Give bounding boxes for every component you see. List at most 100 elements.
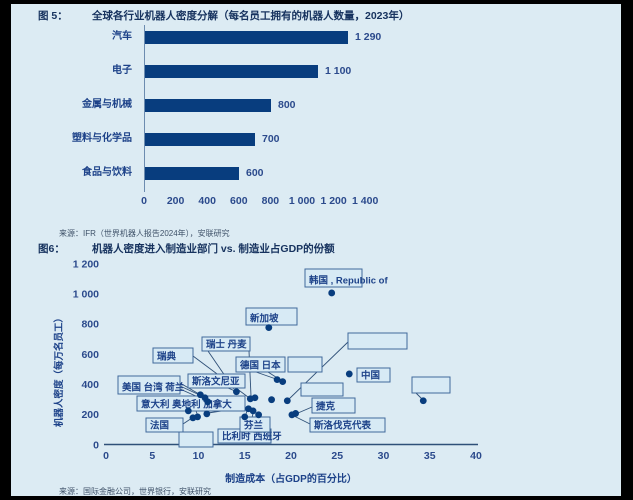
letterbox-left [0,0,11,500]
bar-category-label: 金属与机械 [82,99,132,110]
scatter-point [204,398,212,406]
country-label-box [145,417,184,433]
bar [145,167,239,180]
country-label-box [117,375,181,395]
scatter-point [273,376,281,384]
figure6-y-tick-label: 200 [81,409,99,421]
bar-value-label: 800 [278,99,296,111]
figure6-x-tick-label: 20 [285,450,297,462]
figure5-heading: 图 5： 全球各行业机器人密度分解（每名员工拥有的机器人数量，2023年） [38,8,409,23]
scatter-point [283,397,291,405]
figure5-x-tick-label: 0 [141,195,147,207]
bar-category-label: 塑料与化学品 [72,133,132,144]
country-label: 比利时 西班牙 [222,431,282,443]
country-label-box [411,376,451,394]
figure5-number-label: 图 5： [38,10,68,22]
bar [145,65,318,78]
leader-line [415,392,423,400]
figure5-x-tick-label: 1 000 [288,195,316,207]
figure5-x-tick-label: 200 [166,195,185,207]
country-label: 中国 [361,370,380,382]
letterbox-top [0,0,633,4]
figure6-number-label: 图6： [38,243,65,255]
bar-category-label: 汽车 [112,31,132,42]
country-label: 韩国 , Republic of [309,275,388,287]
scatter-point [268,396,275,404]
country-label: 捷克 [316,401,336,413]
figure6-title-text: 机器人密度进入制造业部门 vs. 制造业占GDP的份额 [92,243,335,255]
country-label: 斯洛伐克代表 [314,420,372,432]
country-label: 芬兰 [243,420,264,432]
figure6-x-tick-label: 25 [331,450,343,462]
country-label-box [201,336,251,352]
bar-value-label: 600 [246,167,264,179]
figure5-axis-line [144,25,145,192]
country-label: 斯洛文尼亚 [192,376,240,388]
figure6-y-tick-label: 1 200 [73,258,99,270]
bar-value-label: 1 100 [325,65,352,77]
scatter-point [345,370,353,378]
bar [145,99,271,112]
figure6-y-tick-label: 600 [81,349,99,361]
bar [145,133,255,146]
figure5-x-tick-label: 800 [261,195,280,207]
bar-value-label: 1 290 [355,31,382,43]
country-label-box [311,397,356,414]
scatter-point [265,324,273,332]
figure6-source: 来源：国际金融公司，世界银行，安联研究 [59,487,211,496]
country-label: 新加坡 [250,313,279,325]
country-label: 法国 [150,420,169,432]
scatter-point [251,394,259,402]
scatter-point [419,397,427,405]
country-label-box [245,307,298,326]
leader-line [297,406,313,414]
country-label-box [187,373,246,389]
figure6-x-tick-label: 15 [239,450,251,462]
country-label: 德国 日本 [240,360,281,372]
letterbox-right [621,0,633,500]
figure6-x-tick-label: 35 [424,450,436,462]
leader-line [293,415,311,425]
country-label: 瑞士 丹麦 [206,339,247,351]
leader-line [255,371,277,380]
scatter-point [184,407,192,415]
scatter-point [194,413,201,421]
figure6-x-tick-label: 30 [378,450,390,462]
figure5-source: 来源：IFR（世界机器人报告2024年），安联研究 [59,229,230,238]
scatter-point [203,410,211,418]
letterbox-bottom [0,496,633,500]
figure5-title-text: 全球各行业机器人密度分解（每名员工拥有的机器人数量，2023年） [92,10,410,22]
figure5-x-tick-label: 400 [198,195,216,207]
country-label-box [287,356,323,373]
bar-category-label: 食品与饮料 [82,167,132,178]
figure6-x-tick-label: 10 [193,450,205,462]
figure5-x-tick-label: 600 [230,195,248,207]
country-label: 瑞典 [157,351,177,363]
figure6-x-tick-label: 40 [470,450,482,462]
country-label: 美国 台湾 荷兰 [121,382,185,394]
figure6-x-tick-label: 0 [103,450,109,462]
country-label-box [300,382,344,397]
country-label-box [239,416,271,433]
figure5-x-tick-label: 1 200 [320,195,347,207]
figure6-x-axis-title: 制造成本（占GDP的百分比） [225,474,357,485]
country-label-box [152,347,194,364]
bar-value-label: 700 [262,133,280,145]
bar [145,31,348,44]
scatter-point [255,411,263,419]
figure6-y-tick-label: 0 [93,439,99,451]
country-label-box [235,356,286,373]
figure6-heading: 图6： 机器人密度进入制造业部门 vs. 制造业占GDP的份额 [38,241,335,256]
country-label-box [304,268,363,288]
figure5-x-tick-label: 1 400 [352,195,379,207]
scatter-point [233,388,240,396]
country-label-box [356,367,391,383]
scatter-point [249,407,257,415]
country-label-box [347,332,408,350]
scatter-point [292,410,300,417]
figure6-y-tick-label: 1 000 [73,289,99,301]
country-label-box [178,431,214,448]
scatter-point [279,378,287,386]
